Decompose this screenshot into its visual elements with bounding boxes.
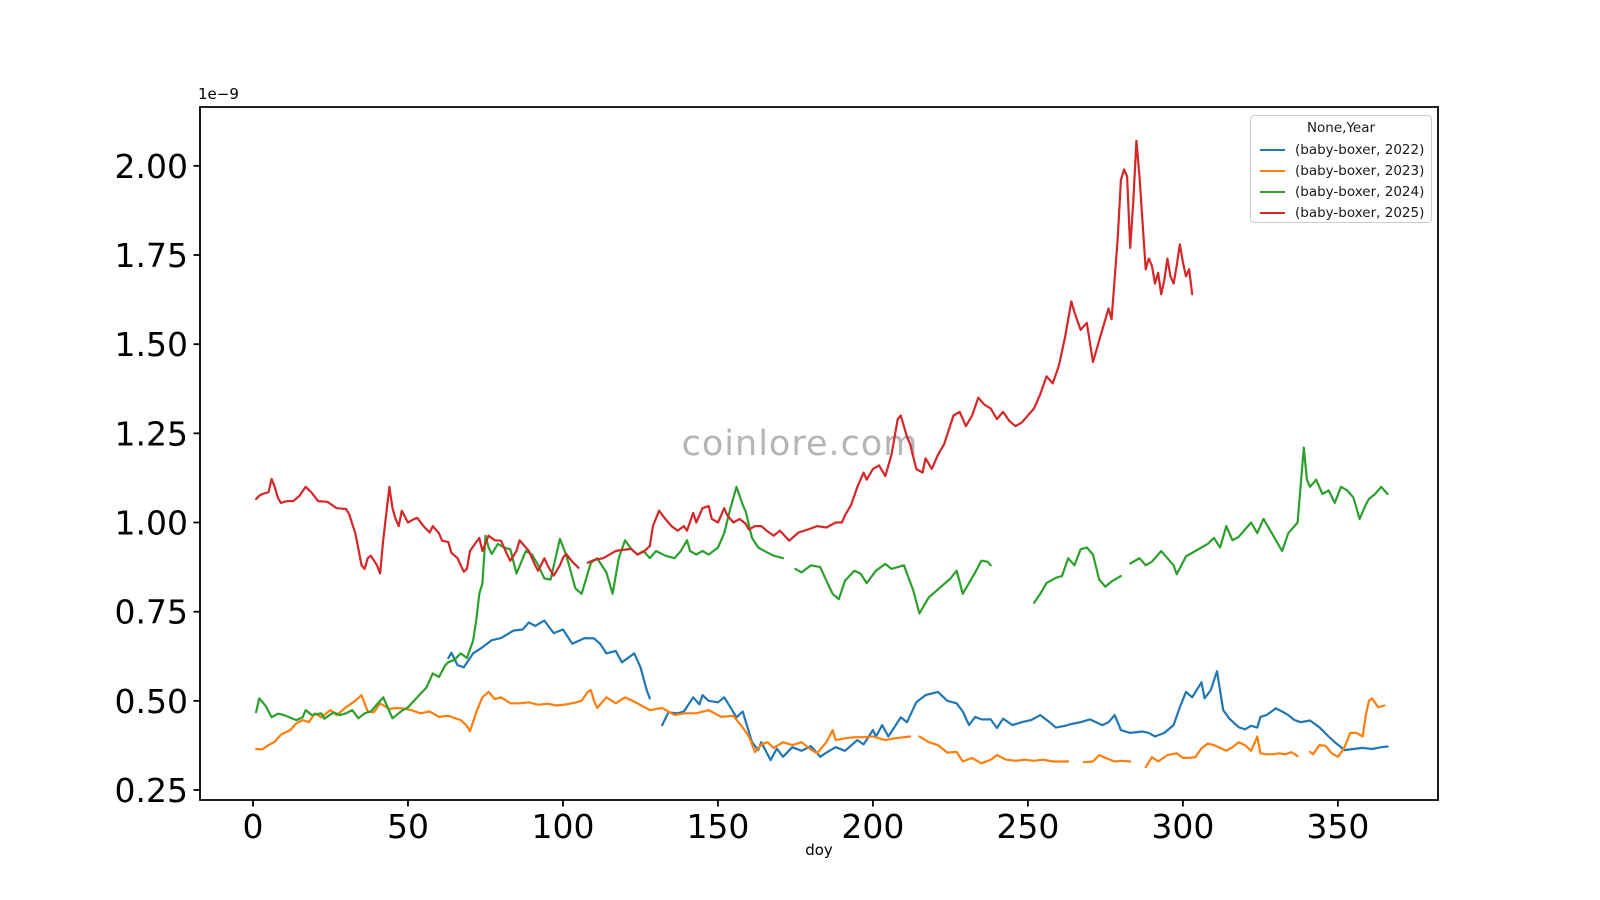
- x-tick-label: 350: [1306, 807, 1369, 846]
- legend-line-swatch: [1260, 211, 1285, 214]
- legend-line-swatch: [1260, 190, 1285, 193]
- y-tick-label: 0.50: [115, 682, 188, 721]
- y-tick-label: 1.75: [115, 236, 188, 275]
- legend-item-label: (baby-boxer, 2023): [1295, 162, 1425, 179]
- x-axis-label: doy: [805, 841, 833, 859]
- y-tick-label: 0.25: [115, 771, 188, 810]
- legend-item: (baby-boxer, 2022): [1251, 139, 1431, 160]
- y-tick-label: 2.00: [115, 147, 188, 186]
- x-tick-label: 250: [996, 807, 1059, 846]
- y-tick-label: 0.75: [115, 593, 188, 632]
- legend-item: (baby-boxer, 2024): [1251, 181, 1431, 202]
- watermark: coinlore.com: [681, 424, 919, 464]
- legend-title: None,Year: [1306, 120, 1376, 136]
- x-tick-label: 200: [841, 807, 904, 846]
- y-tick-label: 1.50: [115, 325, 188, 364]
- series-line-baby-boxer-2022: [447, 619, 1389, 762]
- legend-item-label: (baby-boxer, 2022): [1295, 141, 1425, 158]
- y-axis-offset-label: 1e−9: [198, 85, 239, 103]
- legend-item: (baby-boxer, 2025): [1251, 202, 1431, 223]
- x-tick-label: 0: [243, 807, 264, 846]
- series-line-baby-boxer-2025: [255, 139, 1194, 577]
- legend-line-swatch: [1260, 148, 1285, 151]
- series-line-baby-boxer-2023: [255, 689, 1386, 769]
- axes-frame: [199, 106, 1439, 801]
- legend-item-label: (baby-boxer, 2024): [1295, 183, 1425, 200]
- legend: None,Year (baby-boxer, 2022) (baby-boxer,…: [1250, 115, 1432, 223]
- legend-item: (baby-boxer, 2023): [1251, 160, 1431, 181]
- series-line-baby-boxer-2024: [255, 446, 1389, 722]
- x-tick-label: 300: [1151, 807, 1214, 846]
- y-tick-label: 1.00: [115, 504, 188, 543]
- legend-items: (baby-boxer, 2022) (baby-boxer, 2023) (bab…: [1251, 139, 1431, 223]
- y-tick-label: 1.25: [115, 414, 188, 453]
- legend-item-label: (baby-boxer, 2025): [1295, 204, 1425, 221]
- x-tick-label: 100: [531, 807, 594, 846]
- legend-line-swatch: [1260, 169, 1285, 172]
- x-tick-label: 150: [686, 807, 749, 846]
- x-tick-label: 50: [387, 807, 429, 846]
